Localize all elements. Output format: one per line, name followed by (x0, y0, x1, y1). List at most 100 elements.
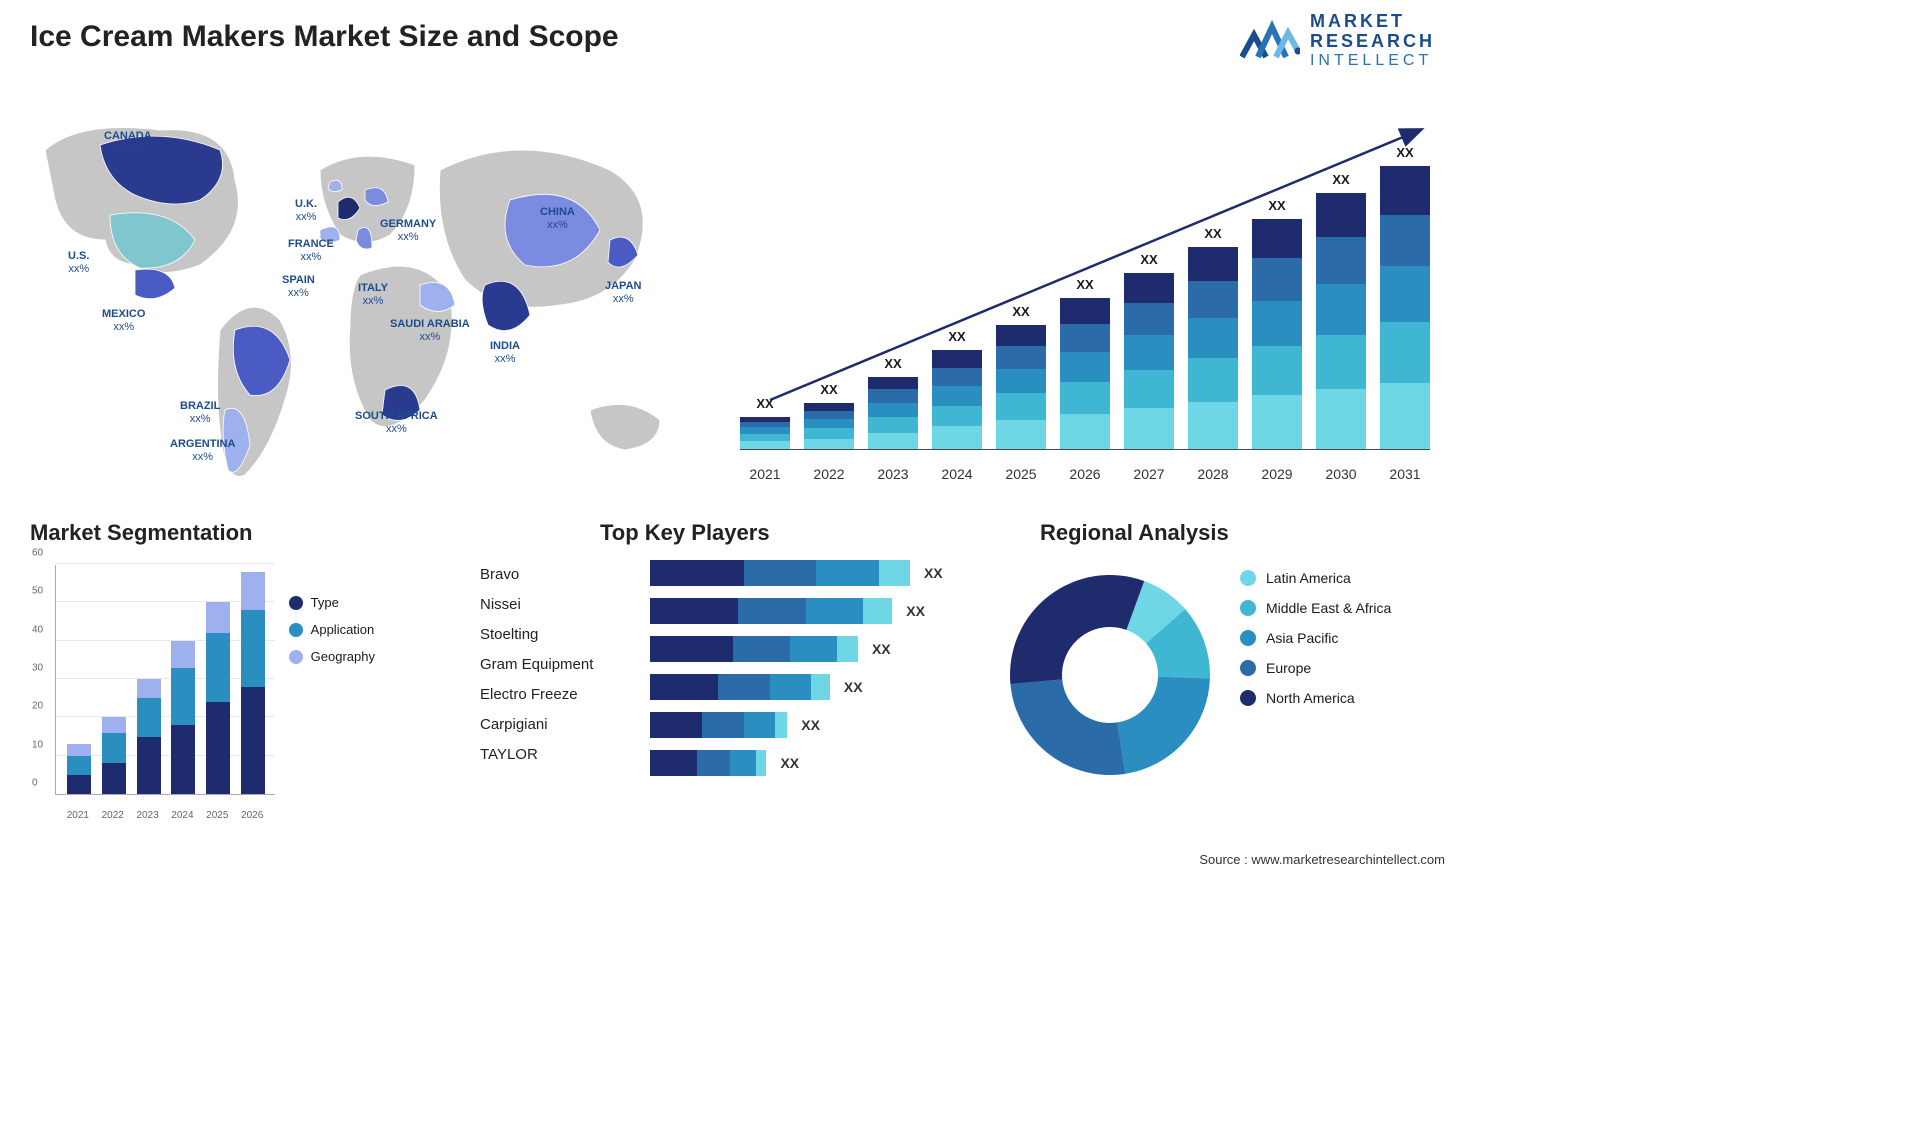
key-player-value: XX (924, 565, 943, 581)
key-player-bar: XX (650, 674, 863, 700)
growth-year-label: 2029 (1252, 466, 1302, 482)
segmentation-year-label: 2024 (170, 810, 194, 821)
map-label-argentina: ARGENTINAxx% (170, 438, 235, 464)
key-player-name: Electro Freeze (480, 680, 630, 710)
growth-bar-value: XX (1252, 198, 1302, 213)
key-player-name: Gram Equipment (480, 650, 630, 680)
growth-year-label: 2025 (996, 466, 1046, 482)
map-label-india: INDIAxx% (490, 340, 520, 366)
source-label: Source : www.marketresearchintellect.com (1199, 852, 1445, 867)
growth-bar-value: XX (1188, 226, 1238, 241)
growth-bar-value: XX (804, 382, 854, 397)
key-player-bar: XX (650, 560, 943, 586)
growth-year-label: 2031 (1380, 466, 1430, 482)
key-player-value: XX (844, 679, 863, 695)
segmentation-bar (206, 602, 230, 794)
regional-legend: Latin AmericaMiddle East & AfricaAsia Pa… (1240, 570, 1391, 720)
growth-bar: XX (1380, 166, 1430, 449)
growth-bar: XX (740, 417, 790, 449)
map-label-japan: JAPANxx% (605, 280, 641, 306)
key-players-chart: XX XX XX XX XX XX (650, 560, 980, 810)
key-player-value: XX (780, 755, 799, 771)
logo-line-2: RESEARCH (1310, 32, 1435, 52)
key-player-name: Bravo (480, 560, 630, 590)
segmentation-legend-item: Application (289, 622, 375, 637)
map-label-saudi-arabia: SAUDI ARABIAxx% (390, 318, 470, 344)
growth-bar-value: XX (740, 396, 790, 411)
segmentation-bar (137, 679, 161, 794)
key-player-bar: XX (650, 636, 891, 662)
key-player-value: XX (906, 603, 925, 619)
regional-legend-item: North America (1240, 690, 1391, 706)
segmentation-title: Market Segmentation (30, 520, 253, 546)
segmentation-year-label: 2021 (66, 810, 90, 821)
segmentation-year-label: 2022 (101, 810, 125, 821)
key-player-name: Carpigiani (480, 710, 630, 740)
growth-bar: XX (996, 325, 1046, 449)
growth-bar-value: XX (1124, 252, 1174, 267)
segmentation-legend: TypeApplicationGeography (289, 595, 375, 676)
regional-legend-item: Latin America (1240, 570, 1391, 586)
map-label-italy: ITALYxx% (358, 282, 388, 308)
map-label-u-k-: U.K.xx% (295, 198, 317, 224)
key-players-title: Top Key Players (600, 520, 770, 546)
segmentation-chart: 1020304050600 202120222023202420252026 T… (25, 555, 375, 825)
donut-slice (1117, 677, 1210, 774)
segmentation-y-tick: 40 (32, 624, 43, 635)
growth-year-label: 2022 (804, 466, 854, 482)
logo-mark-icon (1240, 17, 1300, 65)
segmentation-bar (67, 744, 91, 794)
logo-line-1: MARKET (1310, 12, 1435, 32)
segmentation-year-label: 2023 (136, 810, 160, 821)
growth-year-label: 2021 (740, 466, 790, 482)
key-player-value: XX (801, 717, 820, 733)
growth-year-label: 2023 (868, 466, 918, 482)
growth-bar: XX (932, 350, 982, 449)
growth-bar: XX (868, 377, 918, 449)
key-player-bar: XX (650, 712, 820, 738)
key-player-name: Stoelting (480, 620, 630, 650)
logo-line-3: INTELLECT (1310, 52, 1435, 70)
brand-logo: MARKET RESEARCH INTELLECT (1240, 12, 1435, 69)
growth-year-label: 2030 (1316, 466, 1366, 482)
key-player-name: TAYLOR (480, 740, 630, 770)
key-player-value: XX (872, 641, 891, 657)
growth-year-label: 2026 (1060, 466, 1110, 482)
segmentation-bar (102, 717, 126, 794)
key-players-list: BravoNisseiStoeltingGram EquipmentElectr… (480, 560, 630, 770)
growth-bar: XX (1124, 273, 1174, 449)
map-label-u-s-: U.S.xx% (68, 250, 89, 276)
regional-title: Regional Analysis (1040, 520, 1229, 546)
map-label-spain: SPAINxx% (282, 274, 315, 300)
growth-chart: XXXXXXXXXXXXXXXXXXXXXX 20212022202320242… (720, 90, 1440, 490)
regional-donut (1000, 565, 1220, 785)
growth-bar-value: XX (996, 304, 1046, 319)
segmentation-y-tick: 60 (32, 548, 43, 559)
map-label-brazil: BRAZILxx% (180, 400, 220, 426)
segmentation-year-label: 2026 (240, 810, 264, 821)
segmentation-y-tick: 50 (32, 586, 43, 597)
growth-bar: XX (1188, 247, 1238, 449)
map-label-south-africa: SOUTH AFRICAxx% (355, 410, 438, 436)
growth-bar: XX (1060, 298, 1110, 449)
segmentation-bar (241, 572, 265, 794)
regional-legend-item: Asia Pacific (1240, 630, 1391, 646)
segmentation-y-tick: 30 (32, 663, 43, 674)
map-label-france: FRANCExx% (288, 238, 334, 264)
growth-bar: XX (804, 403, 854, 449)
map-label-mexico: MEXICOxx% (102, 308, 145, 334)
growth-bar-value: XX (932, 329, 982, 344)
donut-slice (1010, 679, 1125, 775)
growth-bar: XX (1316, 193, 1366, 449)
growth-bar-value: XX (1316, 172, 1366, 187)
segmentation-legend-item: Geography (289, 649, 375, 664)
donut-slice (1010, 575, 1144, 684)
map-label-germany: GERMANYxx% (380, 218, 436, 244)
growth-bar: XX (1252, 219, 1302, 449)
page-title: Ice Cream Makers Market Size and Scope (30, 20, 619, 54)
regional-legend-item: Europe (1240, 660, 1391, 676)
segmentation-y-tick: 10 (32, 739, 43, 750)
segmentation-y-tick: 0 (32, 778, 38, 789)
map-label-canada: CANADAxx% (104, 130, 152, 156)
world-map: CANADAxx% U.S.xx% MEXICOxx% BRAZILxx% ARGENT… (20, 90, 680, 490)
